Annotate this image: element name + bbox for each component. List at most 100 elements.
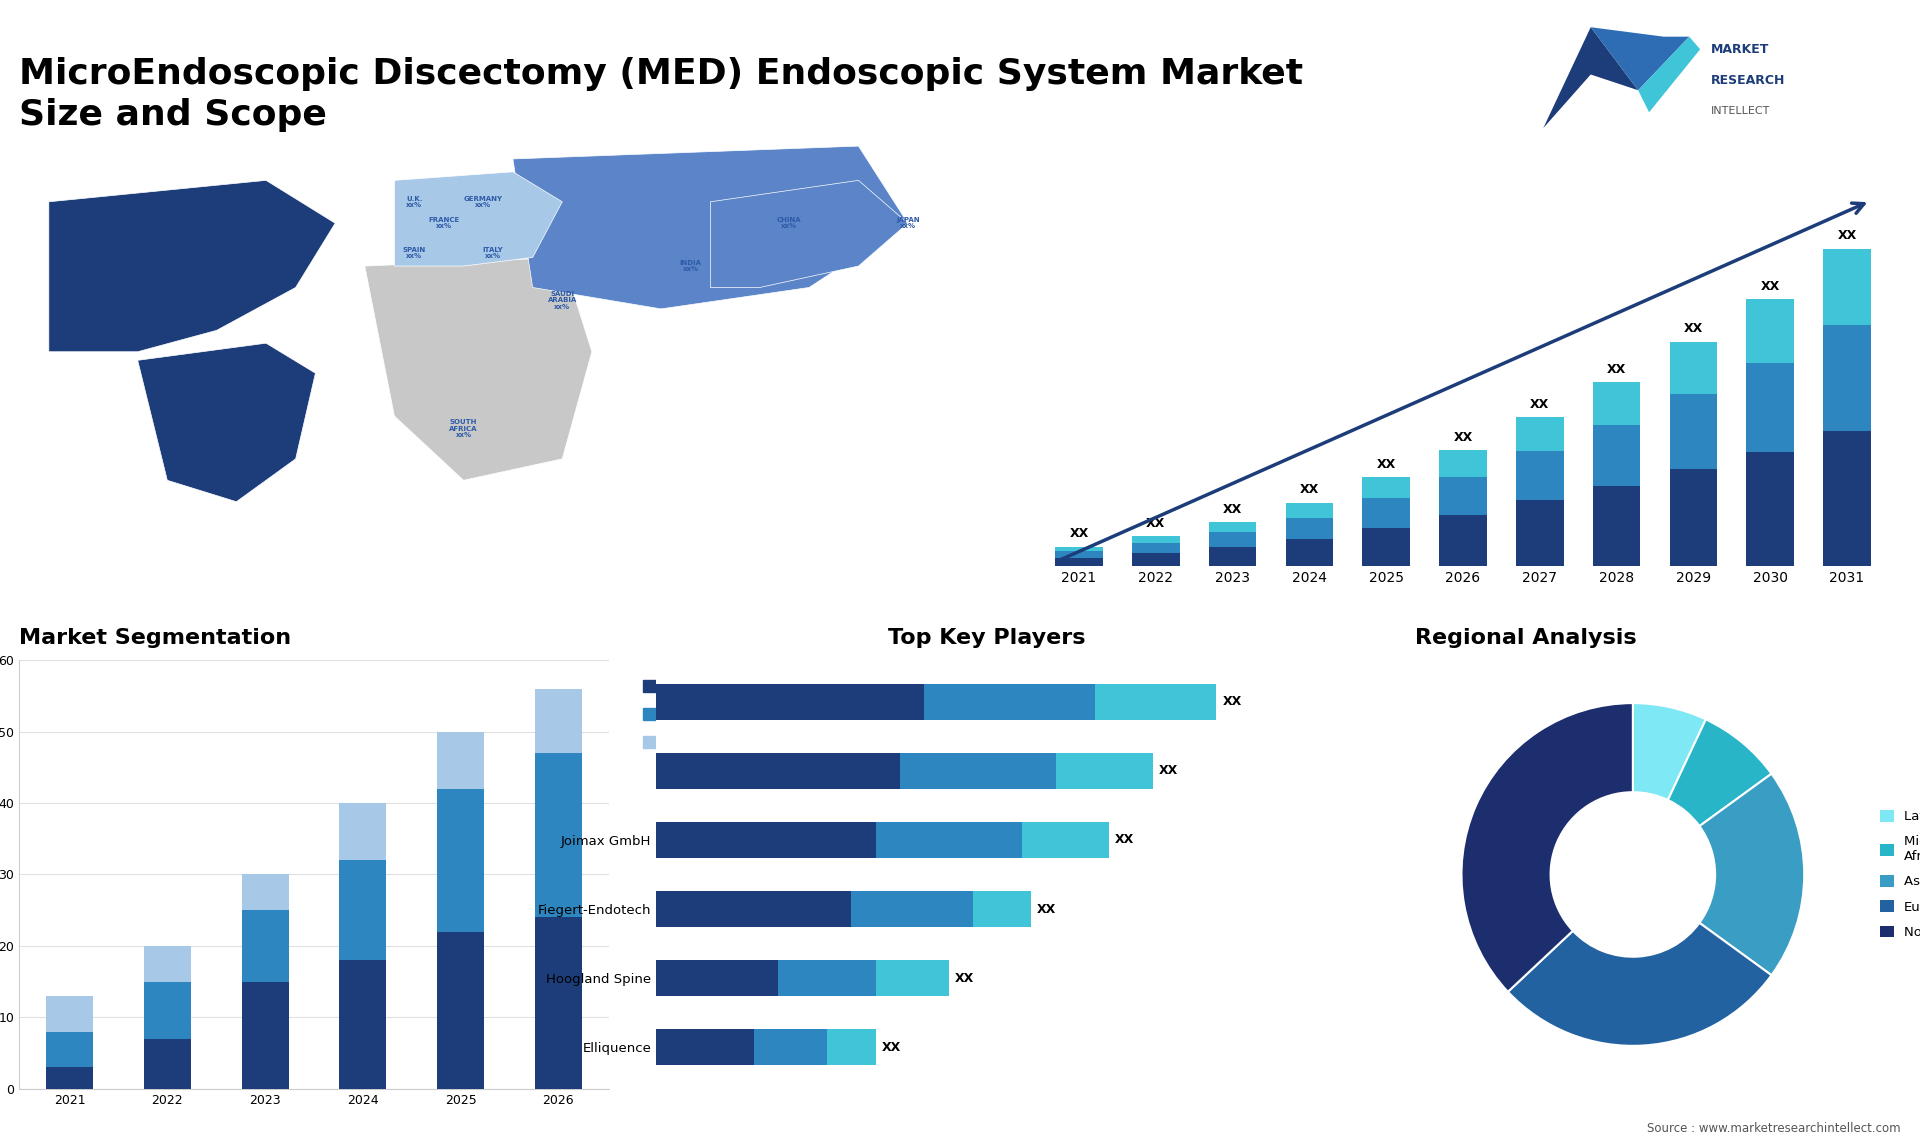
- Bar: [1056, 753, 1154, 788]
- Bar: [828, 1029, 876, 1065]
- Bar: [340, 861, 386, 960]
- Text: XX: XX: [881, 1041, 900, 1053]
- Title: Top Key Players: Top Key Players: [889, 628, 1085, 647]
- Bar: [1056, 551, 1102, 557]
- Bar: [1363, 528, 1409, 566]
- Bar: [1286, 518, 1332, 539]
- Wedge shape: [1699, 774, 1805, 975]
- Polygon shape: [394, 172, 563, 266]
- Bar: [1094, 684, 1217, 720]
- Text: U.K.
xx%: U.K. xx%: [405, 196, 422, 209]
- Bar: [1133, 554, 1179, 566]
- Bar: [1594, 425, 1640, 486]
- Text: XX: XX: [1146, 517, 1165, 529]
- Text: GERMANY
xx%: GERMANY xx%: [465, 196, 503, 209]
- Bar: [144, 1038, 190, 1089]
- Text: XX: XX: [1300, 484, 1319, 496]
- Polygon shape: [513, 146, 908, 309]
- Polygon shape: [1638, 37, 1701, 112]
- Bar: [657, 822, 876, 858]
- Bar: [536, 753, 582, 917]
- Polygon shape: [138, 343, 315, 502]
- Bar: [340, 960, 386, 1089]
- Bar: [340, 803, 386, 861]
- Bar: [1517, 500, 1563, 566]
- Title: Regional Analysis: Regional Analysis: [1415, 628, 1636, 647]
- Text: ARGENTINA
xx%: ARGENTINA xx%: [175, 465, 221, 478]
- Text: CHINA
xx%: CHINA xx%: [778, 217, 803, 229]
- Bar: [46, 996, 92, 1031]
- Wedge shape: [1507, 923, 1772, 1046]
- Text: SAUDI
ARABIA
xx%: SAUDI ARABIA xx%: [547, 291, 576, 309]
- Wedge shape: [1632, 704, 1705, 800]
- Bar: [242, 982, 288, 1089]
- Bar: [1021, 822, 1110, 858]
- Wedge shape: [1461, 704, 1632, 991]
- Bar: [1133, 536, 1179, 543]
- Bar: [900, 753, 1056, 788]
- Bar: [778, 960, 876, 996]
- Bar: [1210, 548, 1256, 566]
- Bar: [438, 788, 484, 932]
- Bar: [851, 892, 973, 927]
- Text: Source : www.marketresearchintellect.com: Source : www.marketresearchintellect.com: [1647, 1122, 1901, 1135]
- Text: SPAIN
xx%: SPAIN xx%: [403, 246, 426, 259]
- Text: INDIA
xx%: INDIA xx%: [680, 260, 701, 273]
- Bar: [1670, 469, 1716, 566]
- Bar: [755, 1029, 828, 1065]
- Bar: [1824, 324, 1870, 431]
- Bar: [1440, 477, 1486, 516]
- Bar: [438, 731, 484, 788]
- Polygon shape: [1544, 28, 1638, 128]
- Bar: [144, 982, 190, 1038]
- Text: U.S.
xx%: U.S. xx%: [131, 281, 146, 293]
- Text: RESEARCH: RESEARCH: [1711, 74, 1786, 87]
- Bar: [1286, 502, 1332, 518]
- Bar: [1056, 557, 1102, 566]
- Bar: [924, 684, 1094, 720]
- Polygon shape: [1590, 28, 1690, 91]
- Bar: [876, 960, 948, 996]
- Text: FRANCE
xx%: FRANCE xx%: [428, 217, 459, 229]
- Text: MARKET: MARKET: [1711, 42, 1770, 56]
- Bar: [657, 960, 778, 996]
- Text: XX: XX: [1453, 431, 1473, 444]
- Polygon shape: [710, 180, 908, 288]
- Bar: [1747, 363, 1793, 452]
- Bar: [1286, 539, 1332, 566]
- Text: CANADA
xx%: CANADA xx%: [102, 217, 134, 229]
- Circle shape: [1551, 792, 1715, 957]
- Bar: [1440, 450, 1486, 477]
- Bar: [1824, 431, 1870, 566]
- Text: XX: XX: [1530, 398, 1549, 410]
- Polygon shape: [365, 258, 591, 480]
- Bar: [438, 932, 484, 1089]
- Bar: [536, 689, 582, 753]
- Bar: [1210, 532, 1256, 548]
- Text: MicroEndoscopic Discectomy (MED) Endoscopic System Market
Size and Scope: MicroEndoscopic Discectomy (MED) Endosco…: [19, 57, 1304, 132]
- Bar: [657, 1029, 755, 1065]
- Bar: [1747, 299, 1793, 363]
- Bar: [1517, 450, 1563, 500]
- Text: XX: XX: [1069, 527, 1089, 540]
- Text: XX: XX: [1761, 280, 1780, 293]
- Bar: [973, 892, 1031, 927]
- Bar: [1747, 452, 1793, 566]
- Text: XX: XX: [1223, 503, 1242, 516]
- Bar: [1363, 499, 1409, 528]
- Bar: [1594, 383, 1640, 425]
- Text: SOUTH
AFRICA
xx%: SOUTH AFRICA xx%: [449, 419, 478, 439]
- Bar: [1133, 543, 1179, 554]
- Text: XX: XX: [1377, 457, 1396, 471]
- Bar: [1440, 516, 1486, 566]
- Bar: [1517, 417, 1563, 450]
- Bar: [1210, 521, 1256, 532]
- Bar: [657, 753, 900, 788]
- Bar: [242, 874, 288, 910]
- Bar: [536, 917, 582, 1089]
- Text: XX: XX: [1684, 322, 1703, 336]
- Bar: [1670, 342, 1716, 394]
- Bar: [46, 1067, 92, 1089]
- Text: BRAZIL
xx%: BRAZIL xx%: [204, 410, 230, 422]
- Text: Market Segmentation: Market Segmentation: [19, 628, 292, 647]
